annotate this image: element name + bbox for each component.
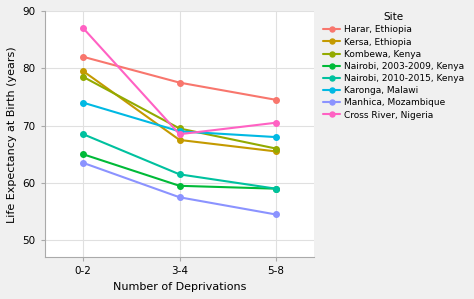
Line: Nairobi, 2010-2015, Kenya: Nairobi, 2010-2015, Kenya	[81, 132, 279, 191]
Kombewa, Kenya	[177, 127, 182, 130]
Line: Kersa, Ethiopia: Kersa, Ethiopia	[81, 68, 279, 154]
Line: Manhica, Mozambique: Manhica, Mozambique	[81, 160, 279, 217]
Cross River, Nigeria	[80, 26, 86, 30]
Nairobi, 2003-2009, Kenya	[80, 152, 86, 156]
Kersa, Ethiopia	[177, 138, 182, 142]
Manhica, Mozambique	[273, 213, 279, 216]
Line: Kombewa, Kenya: Kombewa, Kenya	[81, 74, 279, 151]
Y-axis label: Life Expectancy at Birth (years): Life Expectancy at Birth (years)	[7, 46, 17, 222]
Nairobi, 2010-2015, Kenya	[80, 132, 86, 136]
Harar, Ethiopia	[177, 81, 182, 84]
Kombewa, Kenya	[80, 75, 86, 79]
Nairobi, 2003-2009, Kenya	[177, 184, 182, 187]
X-axis label: Number of Deprivations: Number of Deprivations	[113, 282, 246, 292]
Harar, Ethiopia	[80, 55, 86, 59]
Kersa, Ethiopia	[273, 150, 279, 153]
Kersa, Ethiopia	[80, 69, 86, 73]
Legend: Harar, Ethiopia, Kersa, Ethiopia, Kombewa, Kenya, Nairobi, 2003-2009, Kenya, Nai: Harar, Ethiopia, Kersa, Ethiopia, Kombew…	[321, 10, 466, 121]
Line: Nairobi, 2003-2009, Kenya: Nairobi, 2003-2009, Kenya	[81, 152, 279, 191]
Nairobi, 2010-2015, Kenya	[177, 173, 182, 176]
Karonga, Malawi	[80, 101, 86, 104]
Nairobi, 2003-2009, Kenya	[273, 187, 279, 190]
Manhica, Mozambique	[80, 161, 86, 165]
Kombewa, Kenya	[273, 147, 279, 150]
Line: Cross River, Nigeria: Cross River, Nigeria	[81, 25, 279, 137]
Karonga, Malawi	[177, 129, 182, 133]
Cross River, Nigeria	[177, 132, 182, 136]
Nairobi, 2010-2015, Kenya	[273, 187, 279, 190]
Harar, Ethiopia	[273, 98, 279, 102]
Cross River, Nigeria	[273, 121, 279, 125]
Karonga, Malawi	[273, 135, 279, 139]
Manhica, Mozambique	[177, 196, 182, 199]
Line: Harar, Ethiopia: Harar, Ethiopia	[81, 54, 279, 103]
Line: Karonga, Malawi: Karonga, Malawi	[81, 100, 279, 140]
